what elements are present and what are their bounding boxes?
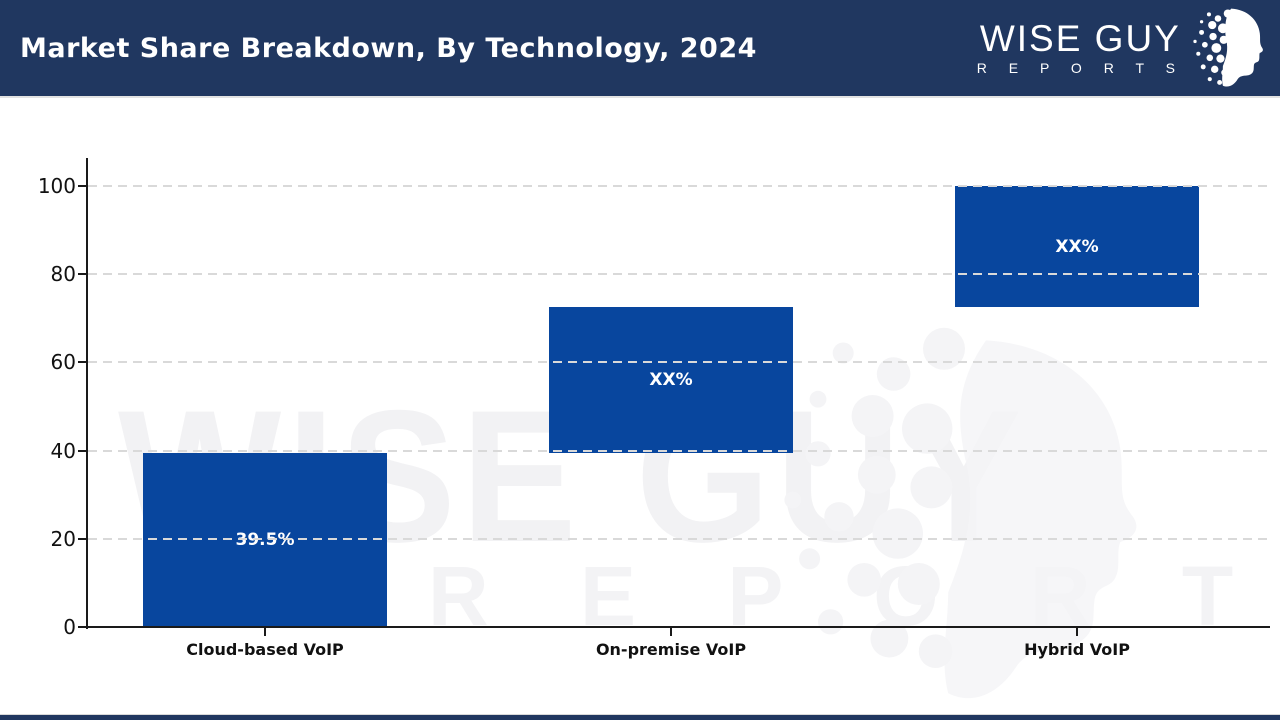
y-tick-mark [78,449,86,452]
y-tick-label: 80 [50,262,76,287]
brand-logo: WISE GUY R E P O R T S [977,7,1280,89]
gridline-100 [88,185,1270,187]
bar-value-label: XX% [649,370,693,391]
y-tick-mark [78,537,86,540]
x-tick-mark [264,628,266,636]
bar-value-label: 39.5% [235,529,295,550]
header-bar: Market Share Breakdown, By Technology, 2… [0,0,1280,98]
watermark-head-icon [784,327,1137,699]
chart-area: WISE GUY R E P O R T S 0 20 40 60 80 100… [0,100,1280,713]
y-axis-line [86,158,88,629]
page-title: Market Share Breakdown, By Technology, 2… [20,32,757,64]
y-tick-label: 40 [50,438,76,463]
x-tick-mark [1076,628,1078,636]
bar-on-premise-voip[interactable]: XX% [549,307,793,453]
footer-bar [0,715,1280,720]
brand-subtitle: R E P O R T S [976,59,1184,76]
y-tick-label: 0 [63,615,76,639]
x-category-label: On-premise VoIP [595,640,747,659]
y-tick-mark [78,273,86,276]
y-tick-label: 60 [50,350,76,375]
brand-head-icon [1193,8,1263,87]
y-tick-label: 100 [37,174,76,198]
y-tick-mark [78,361,86,364]
x-category-label: Hybrid VoIP [1024,640,1130,659]
gridline-20 [88,537,1270,540]
x-tick-mark [670,628,672,636]
x-axis-line [86,626,1270,628]
gridline-80 [88,273,1270,276]
gridline-60 [88,361,1270,364]
bar-value-label: XX% [1055,236,1099,257]
x-category-label: Cloud-based VoIP [186,640,344,659]
y-tick-mark [78,626,86,628]
y-tick-label: 20 [50,526,76,551]
footer-divider [0,714,1280,715]
gridline-40 [88,449,1270,452]
brand-name: WISE GUY [979,18,1181,60]
brand-logo-text: WISE GUY R E P O R T S [976,18,1184,76]
bar-cloud-based-voip[interactable]: 39.5% [143,452,387,627]
bar-hybrid-voip[interactable]: XX% [955,186,1199,308]
y-tick-mark [78,185,86,187]
